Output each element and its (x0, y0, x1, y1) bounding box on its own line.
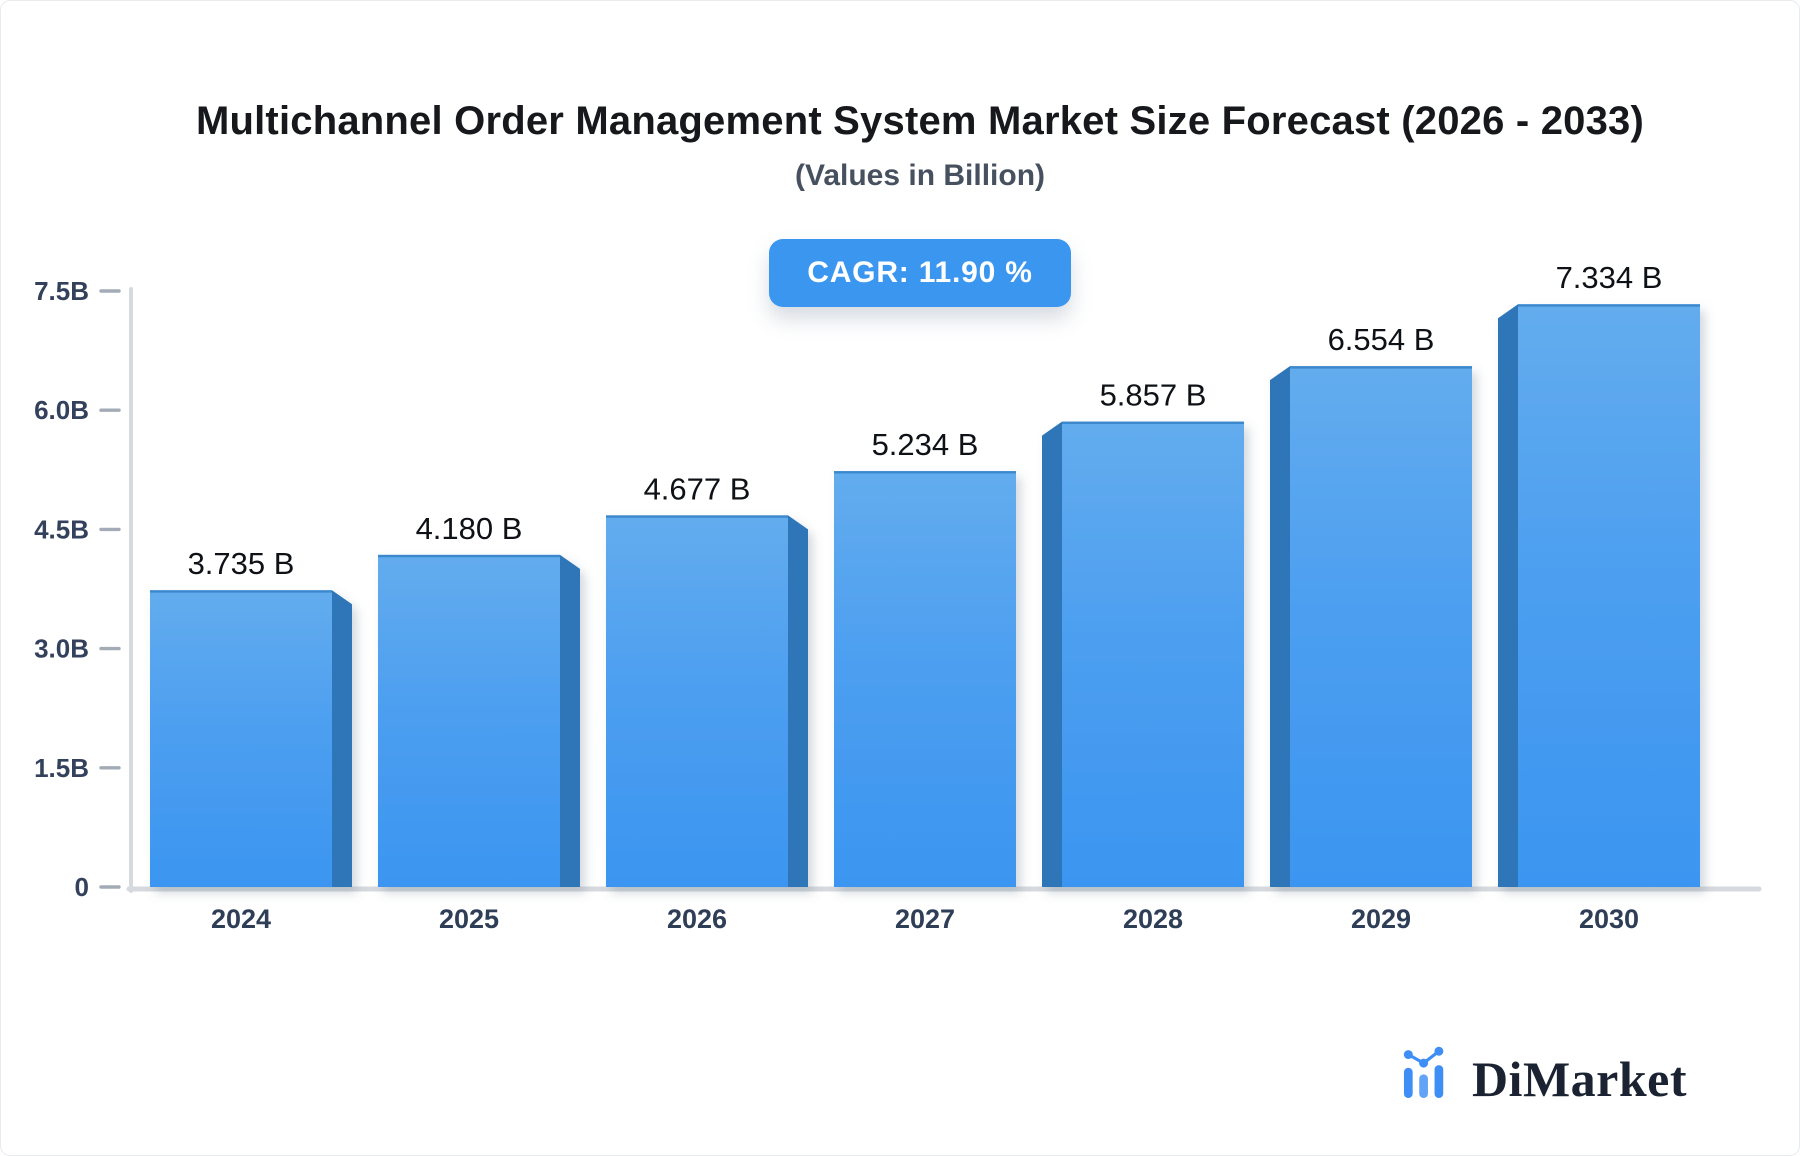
bar-group-2026: 4.677 B 2026 (606, 471, 808, 934)
y-tick-label: 4.5B (34, 514, 89, 544)
x-axis-label-2024: 2024 (211, 904, 271, 934)
y-tick-label: 7.5B (34, 276, 89, 306)
bar-shapes-2030 (1498, 304, 1700, 887)
bar-value-label: 7.334 B (1556, 260, 1663, 295)
bar-group-2029: 6.554 B 2029 (1270, 322, 1472, 934)
bar-group-2024: 3.735 B 2024 (150, 546, 352, 934)
bar-face (1062, 421, 1244, 887)
chart-subtitle: (Values in Billion) (794, 159, 1046, 192)
bar-face (150, 590, 332, 887)
bar-shapes-2027 (834, 471, 1016, 887)
y-tick-1.5B: 1.5B (34, 753, 121, 783)
y-tick-label: 3.0B (34, 634, 89, 664)
x-axis-label-2028: 2028 (1123, 904, 1183, 934)
chart-title: Multichannel Order Management System Mar… (195, 99, 1645, 143)
axes (126, 287, 1762, 893)
bar-value-label: 4.677 B (644, 471, 751, 506)
bar-chart-sparkline-icon (1403, 1046, 1444, 1099)
bar-group-2030: 7.334 B 2030 (1498, 260, 1700, 934)
bar-side (332, 590, 352, 887)
bar-side (1270, 366, 1290, 887)
y-tick-7.5B: 7.5B (34, 276, 121, 306)
x-axis-label-2025: 2025 (439, 904, 499, 934)
bar-face (378, 554, 560, 887)
bar-shapes-2025 (378, 554, 580, 887)
bar-face (834, 471, 1016, 887)
bar-value-label: 6.554 B (1328, 322, 1435, 357)
y-tick-6.0B: 6.0B (34, 395, 121, 425)
x-axis-label-2030: 2030 (1579, 904, 1639, 934)
y-tick-0: 0 (75, 872, 121, 902)
bar-shapes-2028 (1042, 421, 1244, 887)
bar-side (1498, 304, 1518, 887)
bar-value-label: 3.735 B (188, 546, 295, 581)
dimarket-logo-text: DiMarket (1471, 1051, 1687, 1107)
bar-face (606, 515, 788, 887)
bar-face (1290, 366, 1472, 887)
bar-side (788, 515, 808, 887)
bar-group-2025: 4.180 B 2025 (378, 511, 580, 934)
chart-header: Multichannel Order Management System Mar… (41, 1, 1799, 307)
y-tick-label: 6.0B (34, 395, 89, 425)
bar-side (1042, 421, 1062, 887)
y-tick-label: 0 (75, 872, 89, 902)
x-axis-label-2027: 2027 (895, 904, 955, 934)
x-axis-label-2026: 2026 (667, 904, 727, 934)
cagr-badge: CAGR: 11.90 % (769, 239, 1071, 307)
y-tick-3.0B: 3.0B (34, 634, 121, 664)
bar-group-2028: 5.857 B 2028 (1042, 378, 1244, 934)
y-tick-label: 1.5B (34, 753, 89, 783)
bar-group-2027: 5.234 B 2027 (834, 427, 1016, 934)
bar-side (560, 554, 580, 887)
dimarket-logo: DiMarket (1400, 1045, 1687, 1105)
bar-value-label: 5.234 B (872, 427, 979, 462)
x-axis-label-2029: 2029 (1351, 904, 1411, 934)
bar-shapes-2026 (606, 515, 808, 887)
y-tick-4.5B: 4.5B (34, 514, 121, 544)
bar-shapes-2024 (150, 590, 352, 887)
bar-value-label: 5.857 B (1100, 378, 1207, 413)
bar-value-label: 4.180 B (416, 511, 523, 546)
bar-shapes-2029 (1270, 366, 1472, 887)
bar-face (1518, 304, 1700, 887)
